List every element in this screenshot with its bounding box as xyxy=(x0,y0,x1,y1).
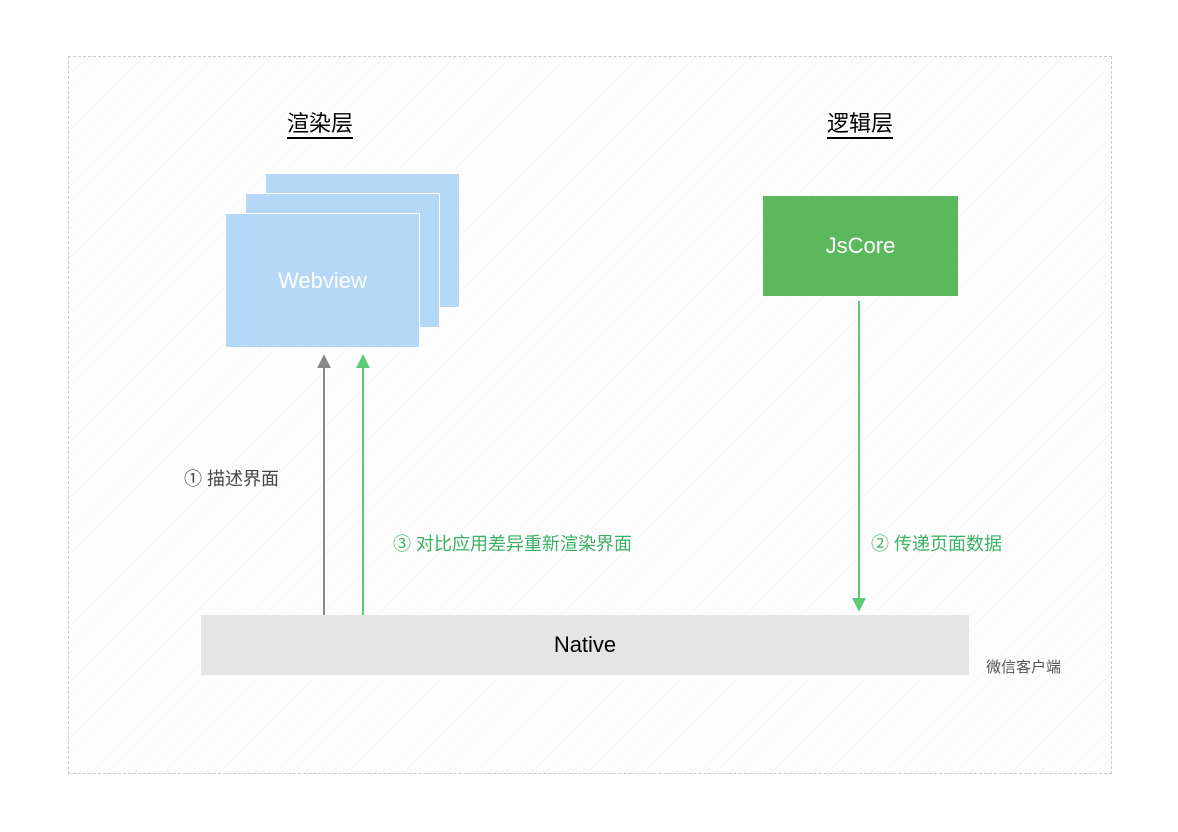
arrows-layer xyxy=(69,57,1113,775)
label-pass-data: ② 传递页面数据 xyxy=(871,530,1002,556)
diagram-canvas: 渲染层 逻辑层 Webview JsCore Native 微信客户端 ① 描述… xyxy=(68,56,1112,774)
label-desc-ui: ① 描述界面 xyxy=(184,465,279,491)
label-rerender: ③ 对比应用差异重新渲染界面 xyxy=(393,530,632,556)
